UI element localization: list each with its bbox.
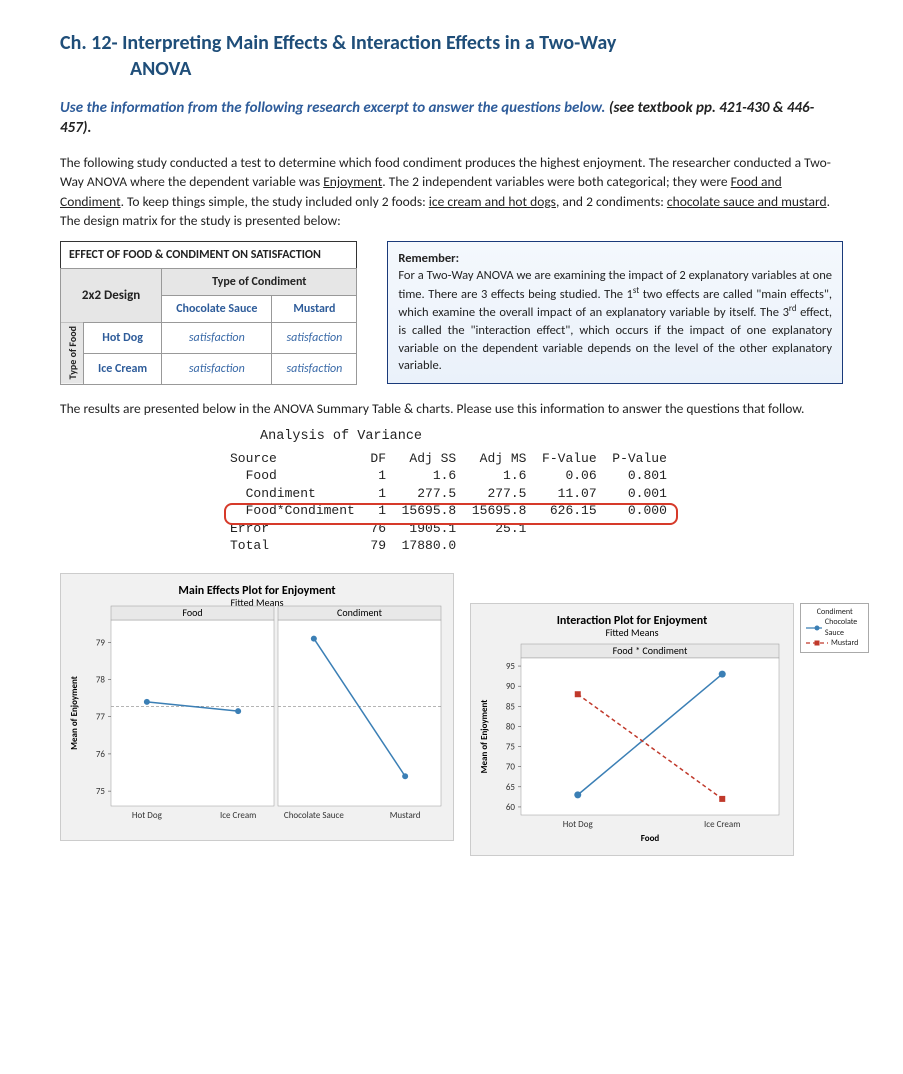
svg-text:Food: Food (641, 833, 660, 844)
svg-text:79: 79 (96, 637, 106, 648)
design-cell-12: satisfaction (272, 322, 357, 353)
study-description: The following study conducted a test to … (60, 153, 843, 231)
svg-text:Chocolate Sauce: Chocolate Sauce (284, 810, 344, 821)
svg-text:Food * Condiment: Food * Condiment (613, 644, 688, 657)
anova-table: Source DF Adj SS Adj MS F-Value P-Value … (230, 450, 843, 555)
title-line1: Ch. 12- Interpreting Main Effects & Inte… (60, 31, 616, 55)
p1-m2: . To keep things simple, the study inclu… (121, 193, 429, 210)
design-caption: EFFECT OF FOOD & CONDIMENT ON SATISFACTI… (60, 241, 357, 268)
design-table: 2x2 Design Type of Condiment Chocolate S… (60, 268, 357, 385)
title-line2: ANOVA (60, 56, 843, 82)
svg-text:75: 75 (506, 742, 516, 753)
interaction-plot: Interaction Plot for EnjoymentFitted Mea… (470, 603, 794, 856)
svg-text:95: 95 (506, 661, 516, 672)
design-cell-22: satisfaction (272, 353, 357, 384)
svg-text:77: 77 (96, 712, 106, 723)
design-col1: Chocolate Sauce (162, 295, 272, 322)
design-col2: Mustard (272, 295, 357, 322)
p1-u3: ice cream and hot dogs (429, 193, 556, 210)
svg-text:80: 80 (506, 721, 516, 732)
p1-m1: . The 2 independent variables were both … (382, 173, 730, 190)
svg-text:85: 85 (506, 701, 516, 712)
results-intro: The results are presented below in the A… (60, 399, 843, 419)
design-rowhead: Type of Food (61, 322, 84, 384)
p1-u1: Enjoyment (323, 173, 382, 190)
design-cell-11: satisfaction (162, 322, 272, 353)
remember-box: Remember: For a Two-Way ANOVA we are exa… (387, 241, 843, 384)
chapter-title: Ch. 12- Interpreting Main Effects & Inte… (60, 30, 843, 82)
svg-text:65: 65 (506, 782, 516, 793)
intro-instructions: Use the information from the following r… (60, 98, 843, 139)
svg-text:Mustard: Mustard (390, 810, 421, 821)
svg-text:Hot Dog: Hot Dog (563, 819, 594, 830)
svg-text:90: 90 (506, 681, 516, 692)
svg-text:60: 60 (506, 802, 516, 813)
svg-text:Hot Dog: Hot Dog (132, 810, 163, 821)
intro-blue: Use the information from the following r… (60, 99, 605, 117)
svg-text:78: 78 (96, 675, 106, 686)
main-effects-plot: Main Effects Plot for EnjoymentFitted Me… (60, 573, 454, 841)
svg-text:Mean of Enjoyment: Mean of Enjoyment (69, 676, 80, 750)
svg-text:Condiment: Condiment (337, 606, 383, 619)
design-row1: Hot Dog (84, 322, 162, 353)
p1-u4: chocolate sauce and mustard (667, 193, 827, 210)
svg-text:76: 76 (96, 749, 106, 760)
interaction-legend: Condiment Chocolate Sauce Mustard (800, 603, 869, 653)
charts-row: Main Effects Plot for EnjoymentFitted Me… (60, 573, 843, 856)
design-colhead: Type of Condiment (162, 268, 357, 295)
p1-m3: , and 2 condiments: (556, 193, 667, 210)
anova-highlight (224, 503, 678, 525)
design-and-remember-row: EFFECT OF FOOD & CONDIMENT ON SATISFACTI… (60, 241, 843, 385)
svg-text:Food: Food (182, 606, 202, 619)
design-corner: 2x2 Design (61, 268, 162, 322)
svg-text:Ice Cream: Ice Cream (704, 819, 740, 830)
svg-text:70: 70 (506, 762, 516, 773)
anova-title: Analysis of Variance (260, 429, 843, 444)
svg-text:Ice Cream: Ice Cream (220, 810, 256, 821)
svg-text:Fitted Means: Fitted Means (605, 626, 658, 639)
design-cell-21: satisfaction (162, 353, 272, 384)
remember-title: Remember: (398, 251, 459, 266)
design-matrix: EFFECT OF FOOD & CONDIMENT ON SATISFACTI… (60, 241, 357, 385)
design-row2: Ice Cream (84, 353, 162, 384)
svg-text:75: 75 (96, 786, 106, 797)
svg-text:Mean of Enjoyment: Mean of Enjoyment (479, 700, 490, 774)
